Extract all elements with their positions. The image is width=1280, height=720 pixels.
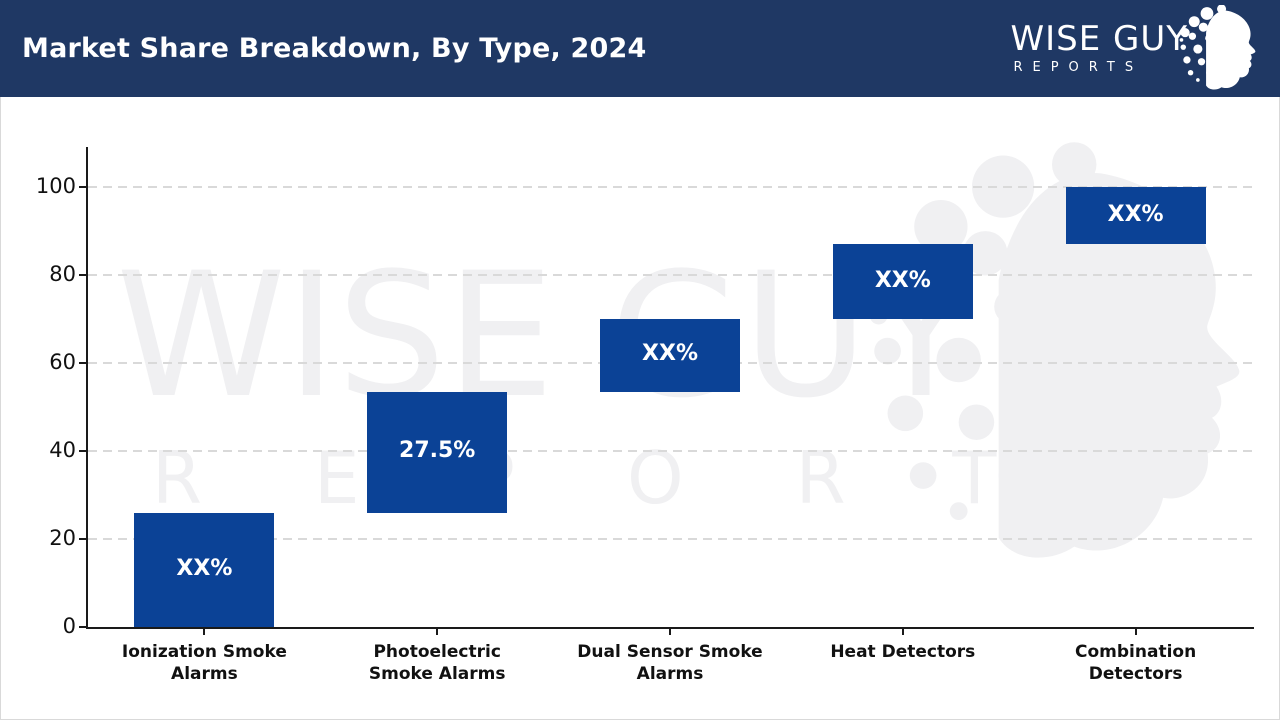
x-tick-mark [669,629,671,635]
x-category-label-line: Ionization Smoke [121,642,287,662]
y-tick-mark [79,626,86,628]
gridline-y100 [88,186,1252,188]
x-category-label-line: Alarms [636,664,704,684]
watermark-wordmark: WISE GUY [116,235,974,436]
y-tick-mark [79,450,86,452]
y-tick-label: 80 [49,262,76,286]
bar-value-label: XX% [1107,201,1164,227]
gridline-y80 [88,274,1252,276]
x-category-label: Dual Sensor Smoke Alarms [555,641,785,685]
y-tick-mark [79,274,86,276]
bar-value-label: XX% [642,341,698,367]
watermark-subtitle: REPORTS [152,436,1267,520]
bar-segment: XX% [600,319,740,392]
watermark-face-icon [869,142,1240,558]
logo-subtitle: REPORTS [1013,60,1144,75]
x-category-label-line: Detectors [1088,664,1183,684]
header: Market Share Breakdown, By Type, 2024 WI… [0,0,1280,97]
y-tick-mark [79,362,86,364]
y-tick-mark [79,538,86,540]
y-tick-label: 20 [49,526,76,550]
x-axis-line [86,627,1254,629]
bar-segment: XX% [832,244,973,319]
x-category-label-line: Dual Sensor Smoke [577,642,763,662]
x-tick-mark [1134,629,1137,635]
y-tick-label: 40 [49,438,76,462]
bar-segment: XX% [134,512,275,627]
logo-text: WISE GUY REPORTS [1010,22,1188,75]
bar-value-label: XX% [874,267,931,293]
logo-face-icon [1179,4,1256,90]
y-tick-label: 0 [62,614,76,638]
x-category-label-line: Photoelectric [373,642,501,662]
x-category-label-line: Combination [1075,642,1197,662]
y-tick-label: 100 [35,174,76,198]
chart-title: Market Share Breakdown, By Type, 2024 [22,33,647,64]
y-tick-mark [79,186,86,188]
bar-value-label: 27.5% [399,438,476,464]
y-tick-label: 60 [49,350,76,374]
x-category-label-line: Smoke Alarms [368,664,506,684]
logo-wordmark: WISE GUY [1010,19,1188,59]
x-tick-mark [203,629,206,635]
x-category-label: Heat Detectors [788,641,1018,663]
bar-segment: XX% [1065,187,1206,245]
gridline-y40 [88,450,1252,452]
x-category-label-line: Alarms [171,664,238,684]
x-category-label-line: Heat Detectors [830,642,976,662]
x-category-label: Ionization Smoke Alarms [89,641,319,685]
gridline-y20 [88,538,1252,540]
wiseguy-logo: WISE GUY REPORTS [1010,4,1258,93]
bar-segment: 27.5% [367,391,508,513]
x-tick-mark [436,629,439,635]
bar-value-label: XX% [176,555,233,581]
x-category-label: Combination Detectors [1021,641,1251,685]
x-tick-mark [901,629,904,635]
x-category-label: Photoelectric Smoke Alarms [322,641,552,685]
y-axis-line [86,147,88,629]
